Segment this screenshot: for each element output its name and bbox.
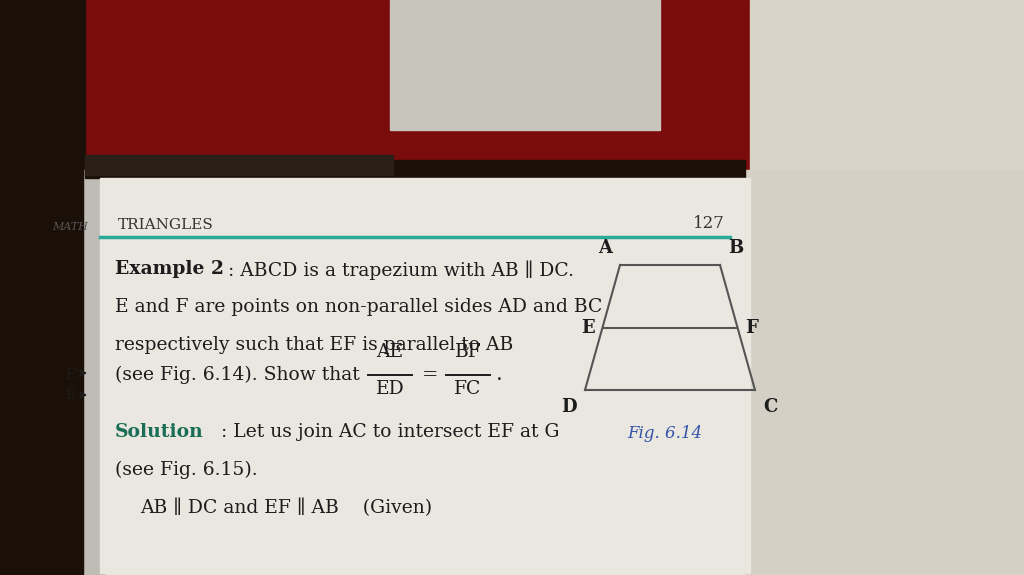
Text: Fig. 6.14: Fig. 6.14 xyxy=(628,425,702,442)
Text: respectively such that EF is parallel to AB: respectively such that EF is parallel to… xyxy=(115,336,513,354)
Text: E and F are points on non-parallel sides AD and BC: E and F are points on non-parallel sides… xyxy=(115,298,602,316)
Text: : ABCD is a trapezium with AB ∥ DC.: : ABCD is a trapezium with AB ∥ DC. xyxy=(222,260,574,279)
Text: E: E xyxy=(582,319,595,337)
Polygon shape xyxy=(85,170,120,575)
Bar xyxy=(85,155,393,175)
Text: AB ∥ DC and EF ∥ AB    (Given): AB ∥ DC and EF ∥ AB (Given) xyxy=(140,499,432,518)
Text: E: E xyxy=(65,388,75,402)
Text: : Let us join AC to intersect EF at G: : Let us join AC to intersect EF at G xyxy=(215,423,559,441)
Text: ED: ED xyxy=(376,380,404,398)
Text: A: A xyxy=(598,239,612,257)
Text: Solution: Solution xyxy=(115,423,204,441)
Bar xyxy=(85,160,745,178)
Bar xyxy=(0,0,1024,220)
Text: E': E' xyxy=(65,368,79,382)
Text: C: C xyxy=(763,398,777,416)
Text: (see Fig. 6.14). Show that: (see Fig. 6.14). Show that xyxy=(115,366,359,384)
Text: =: = xyxy=(422,366,438,384)
Text: TRIANGLES: TRIANGLES xyxy=(118,218,214,232)
Bar xyxy=(750,0,1024,180)
Polygon shape xyxy=(390,0,660,130)
Bar xyxy=(0,0,85,575)
Text: BF: BF xyxy=(455,343,481,361)
Bar xyxy=(100,178,750,573)
Text: AE: AE xyxy=(377,343,403,361)
Text: B: B xyxy=(728,239,743,257)
Text: Example 2: Example 2 xyxy=(115,260,224,278)
Text: F: F xyxy=(745,319,758,337)
Text: (see Fig. 6.15).: (see Fig. 6.15). xyxy=(115,461,258,479)
Text: MATH: MATH xyxy=(52,222,88,232)
Text: .: . xyxy=(496,366,503,385)
Bar xyxy=(85,170,745,575)
Bar xyxy=(745,170,1024,575)
Text: 127: 127 xyxy=(693,215,725,232)
Text: D: D xyxy=(561,398,577,416)
Text: FC: FC xyxy=(455,380,481,398)
